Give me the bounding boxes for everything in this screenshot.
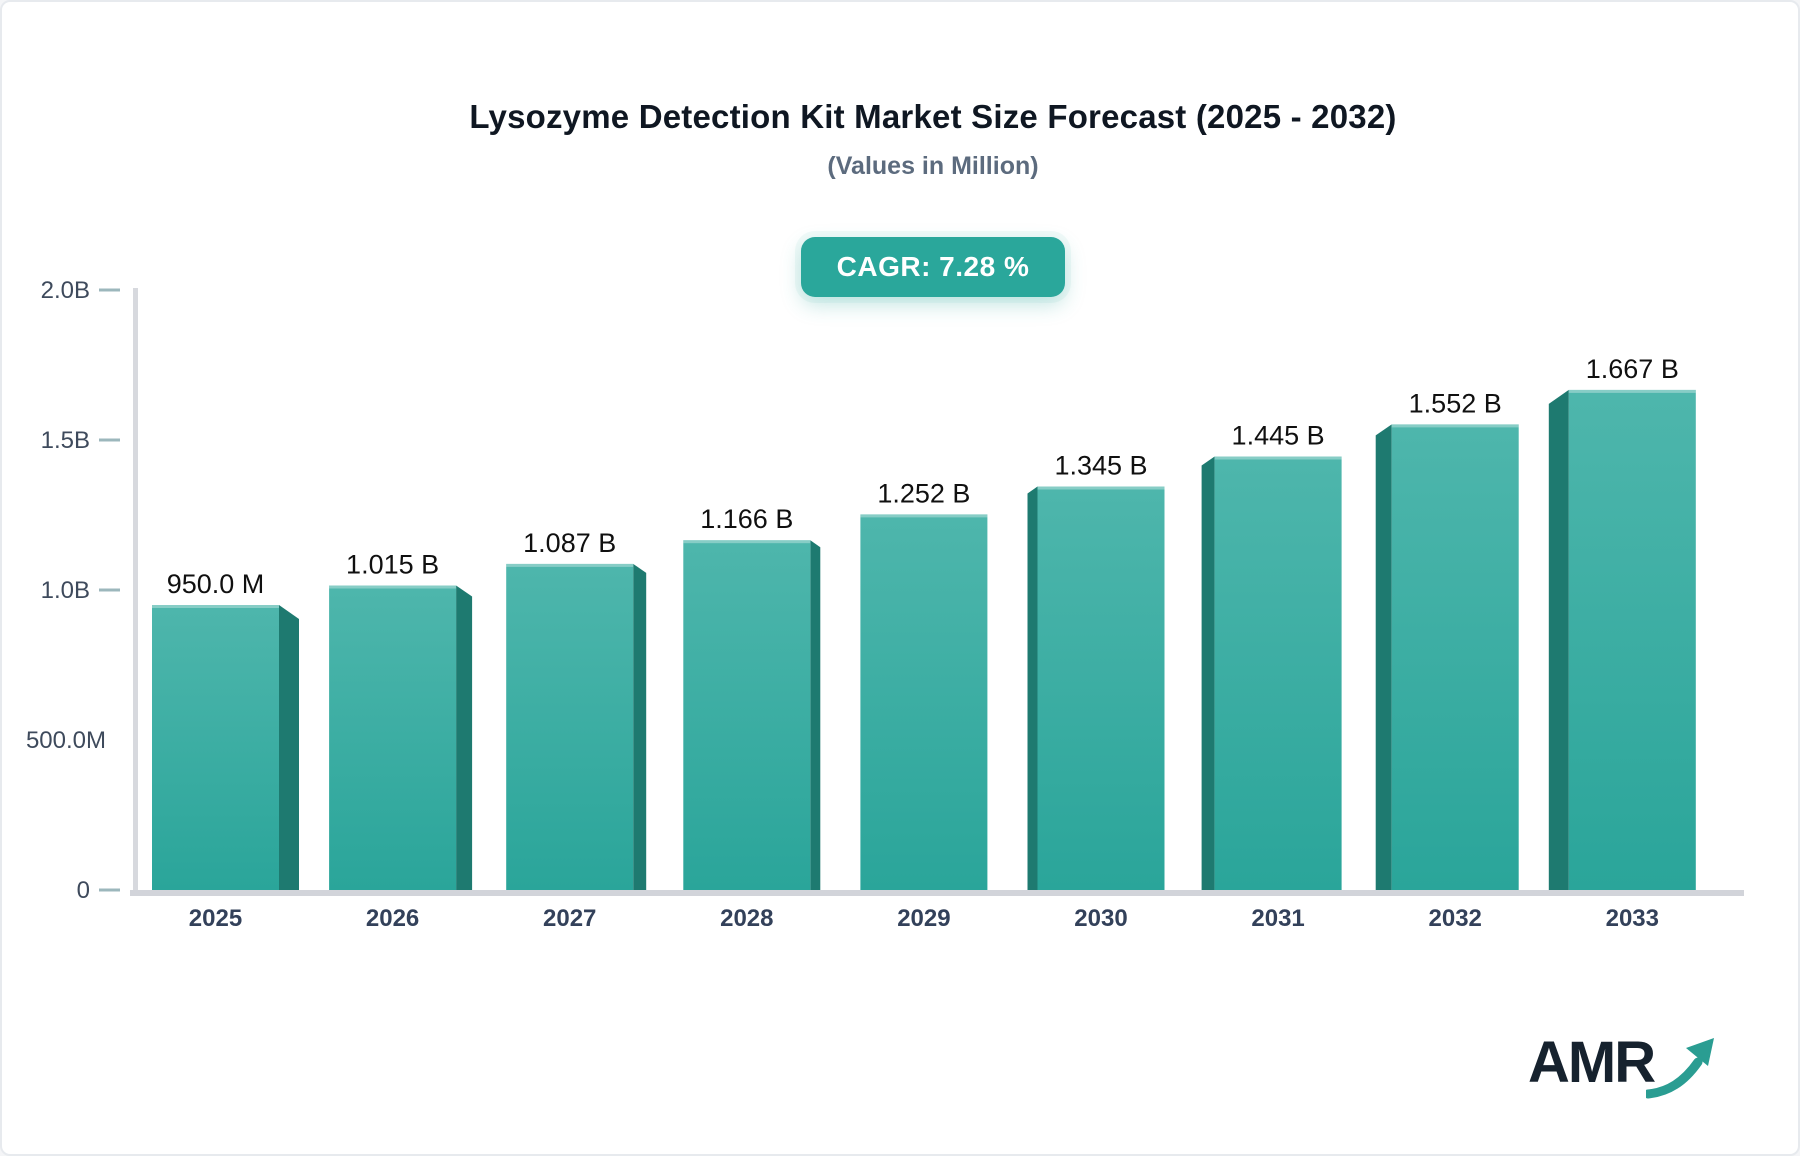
bar-front-face [506, 563, 634, 890]
bar-front-face [1391, 424, 1519, 890]
chart-header: Lysozyme Detection Kit Market Size Forec… [2, 2, 1798, 297]
x-axis-label: 2025 [189, 905, 242, 932]
bar-side-face [1027, 486, 1038, 890]
chart-subtitle: (Values in Million) [827, 152, 1039, 180]
bar-top-highlight [152, 605, 279, 608]
bar-side-face [1548, 389, 1569, 890]
bar-group-2031: 1.445 B [1201, 421, 1342, 890]
y-axis [133, 288, 138, 896]
bar-side-face [810, 540, 821, 890]
x-axis-label: 2031 [1251, 905, 1304, 932]
x-axis-label: 2026 [366, 905, 419, 932]
x-axis-label: 2032 [1429, 905, 1482, 932]
x-axis-label: 2030 [1074, 905, 1127, 932]
bar-side-face [633, 563, 647, 890]
bar-top-highlight [1214, 456, 1342, 460]
bar-group-2029: 1.252 B [860, 478, 988, 890]
bar-top-highlight [1037, 486, 1165, 490]
bar-group-2030: 1.345 B [1027, 451, 1165, 890]
x-axis-label: 2029 [897, 905, 950, 932]
bar-value-label: 1.166 B [700, 504, 793, 534]
bar-group-2032: 1.552 B [1375, 388, 1519, 890]
bar-front-face [152, 605, 279, 890]
bar-value-label: 1.345 B [1054, 451, 1147, 481]
bar-side-face [1375, 424, 1392, 890]
bar-value-label: 1.015 B [346, 550, 439, 580]
bar-front-face [683, 540, 811, 890]
cagr-badge-wrap: CAGR: 7.28 % [68, 237, 1798, 297]
cagr-badge: CAGR: 7.28 % [800, 237, 1066, 297]
amr-logo-text: AMR [1528, 1030, 1656, 1095]
y-tick-label: 1.0B [41, 577, 90, 604]
y-tick-label: 0 [77, 877, 90, 904]
amr-logo: AMR [1528, 1034, 1748, 1124]
bar-top-highlight [506, 563, 634, 567]
bar-group-2026: 1.015 B [329, 550, 473, 890]
bar-side-face [279, 605, 299, 890]
x-axis-label: 2027 [543, 905, 596, 932]
x-axis-label: 2033 [1606, 905, 1659, 932]
bar-front-face [860, 514, 988, 890]
bar-group-2025: 950.0 M [152, 569, 299, 890]
x-axis [130, 890, 1744, 896]
bar-value-label: 950.0 M [167, 569, 265, 599]
bar-front-face [1214, 456, 1342, 890]
bar-value-label: 1.252 B [877, 478, 970, 508]
y-tick-label: 500.0M [26, 727, 106, 754]
trend-up-arrow-icon [1646, 1038, 1715, 1099]
bar-front-face [1568, 389, 1696, 890]
bar-side-face [1201, 456, 1215, 890]
bar-value-label: 1.552 B [1409, 388, 1502, 418]
bar-top-highlight [1568, 389, 1696, 393]
bar-side-face [456, 585, 473, 890]
bar-group-2027: 1.087 B [506, 528, 647, 890]
x-axis-label: 2028 [720, 905, 773, 932]
y-tick-label: 2.0B [41, 277, 90, 304]
bar-value-label: 1.667 B [1586, 354, 1679, 384]
bar-front-face [329, 585, 457, 890]
y-tick-label: 1.5B [41, 427, 90, 454]
bar-front-face [1037, 486, 1165, 890]
bar-value-label: 1.445 B [1232, 421, 1325, 451]
bar-value-label: 1.087 B [523, 528, 616, 558]
bar-top-highlight [1391, 424, 1519, 428]
bar-top-highlight [329, 585, 457, 589]
chart-title: Lysozyme Detection Kit Market Size Forec… [469, 98, 1397, 135]
bar-top-highlight [683, 540, 811, 544]
bar-top-highlight [860, 514, 988, 518]
bar-group-2033: 1.667 B [1548, 354, 1696, 890]
bar-group-2028: 1.166 B [683, 504, 821, 890]
